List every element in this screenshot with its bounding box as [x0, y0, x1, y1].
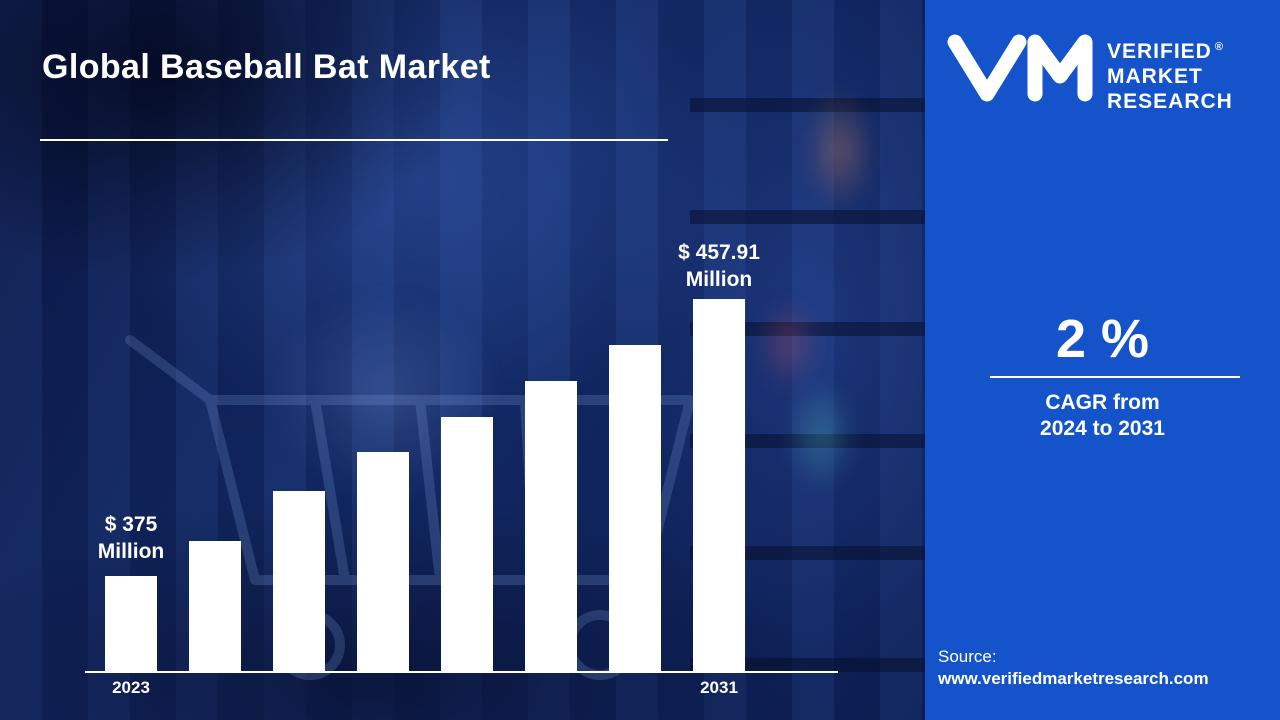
- first-bar-value-line2: Million: [97, 540, 165, 563]
- brand-line-3: RESEARCH: [1107, 90, 1233, 113]
- bar: [609, 345, 661, 672]
- last-bar-value-line2: Million: [685, 268, 753, 291]
- chart-section: Global Baseball Bat Market $ 375 Million…: [0, 0, 925, 720]
- background-blur-blob: [805, 90, 875, 210]
- last-bar-value-line1: $ 457.91: [678, 241, 760, 264]
- x-axis-label-2023: 2023: [112, 678, 150, 697]
- bar: [693, 299, 745, 672]
- x-axis-label-2031: 2031: [700, 678, 738, 697]
- registered-trademark-icon: ®: [1214, 41, 1223, 53]
- background-blur-blob: [786, 380, 856, 490]
- bar: [105, 576, 157, 672]
- background-blur-blob: [758, 300, 818, 390]
- first-bar-value-line1: $ 375: [104, 513, 158, 536]
- info-panel: VERIFIED ® MARKET RESEARCH 2 % CAGR from …: [925, 0, 1280, 720]
- bar-chart: $ 375 Million $ 457.91 Million 2023 2031: [65, 239, 838, 697]
- bar: [189, 541, 241, 672]
- bar: [273, 491, 325, 672]
- title-underline: [40, 139, 668, 141]
- last-bar-value-label: $ 457.91 Million: [653, 239, 785, 293]
- source-block: Source: www.verifiedmarketresearch.com: [938, 646, 1209, 690]
- source-url: www.verifiedmarketresearch.com: [938, 669, 1209, 688]
- vmr-logo: VERIFIED ® MARKET RESEARCH: [943, 28, 1233, 114]
- cagr-divider: [990, 376, 1240, 378]
- brand-line-2: MARKET: [1107, 65, 1203, 88]
- brand-line-1: VERIFIED ®: [1107, 40, 1223, 63]
- x-axis-line: [85, 671, 838, 673]
- page-title: Global Baseball Bat Market: [42, 48, 491, 86]
- bar: [357, 452, 409, 672]
- cagr-label: CAGR from 2024 to 2031: [925, 390, 1280, 442]
- bar: [525, 381, 577, 672]
- source-label: Source:: [938, 647, 997, 666]
- vm-monogram-icon: [947, 34, 1093, 102]
- bars: [105, 299, 745, 672]
- first-bar-value-label: $ 375 Million: [65, 511, 197, 565]
- cagr-value: 2 %: [1055, 309, 1150, 369]
- bar: [441, 417, 493, 672]
- cagr-label-line2: 2024 to 2031: [1040, 417, 1165, 440]
- brand-name: VERIFIED ® MARKET RESEARCH: [1107, 28, 1233, 114]
- cagr-label-line1: CAGR from: [1045, 391, 1160, 414]
